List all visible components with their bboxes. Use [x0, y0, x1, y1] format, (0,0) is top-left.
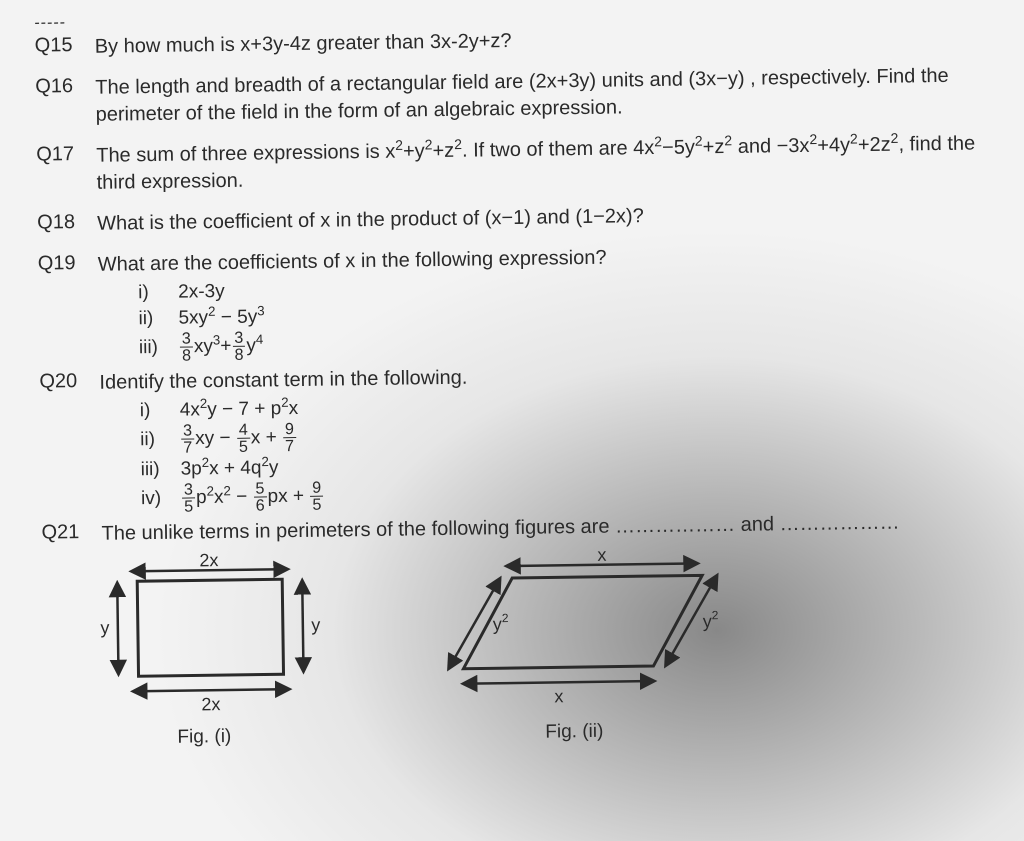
q21-blank2 [774, 511, 900, 535]
q20-iv-f3n: 9 [310, 480, 323, 497]
fig2-left: y2 [493, 611, 509, 634]
q20-ii-f1d: 7 [181, 440, 194, 456]
q20-body: Identify the constant term in the follow… [99, 357, 995, 516]
q20-list: i) 4x2y − 7 + p2x ii) 37xy − 45x + 97 ii… [140, 386, 996, 516]
q20-iv-t2: − [231, 486, 253, 507]
fig1-left: y [100, 617, 109, 637]
q20-iii-a: 3p [180, 458, 201, 479]
q19-iii-f1n: 3 [180, 331, 193, 348]
q20-i-b: y − 7 + p [207, 398, 281, 420]
q21-blank1 [609, 513, 735, 537]
q21-and: and [740, 513, 774, 535]
q20-ii-f2d: 5 [237, 439, 250, 455]
q20-ii-f3d: 7 [283, 438, 296, 454]
q20-ii-n: ii) [140, 427, 180, 453]
q19: Q19 What are the coefficients of x in th… [38, 239, 993, 366]
figures-row: 2x y y 2x Fig. (i) [82, 541, 999, 750]
q21-num: Q21 [41, 520, 101, 544]
q19-iii-m1: xy [194, 336, 213, 357]
fig1-right: y [311, 614, 320, 634]
fig1-svg: 2x y y 2x [82, 550, 324, 723]
q20-iv-f2d: 6 [254, 498, 267, 514]
q20-iv-expr: 35p2x2 − 56px + 95 [181, 480, 325, 515]
q20-iv-f3d: 5 [310, 497, 323, 513]
q20-iv-f1n: 3 [182, 482, 195, 499]
q19-iii-n: iii) [139, 335, 179, 361]
fig2-top: x [597, 544, 606, 564]
q20-num: Q20 [39, 369, 99, 393]
fig1-top: 2x [199, 550, 218, 570]
q19-ii-a: 5xy [178, 307, 208, 328]
q20-i-expr: 4x2y − 7 + p2x [180, 396, 299, 423]
q17-p3: +z [432, 140, 454, 162]
q20-ii-f1n: 3 [181, 423, 194, 440]
fig2-svg: x y2 y2 x [402, 544, 744, 719]
q16: Q16 The length and breadth of a rectangu… [35, 62, 990, 129]
q19-iii-plus: + [220, 336, 231, 357]
q17-p8: +4y [817, 134, 850, 156]
q20: Q20 Identify the constant term in the fo… [39, 357, 995, 517]
q20-ii-expr: 37xy − 45x + 97 [180, 421, 297, 456]
q18: Q18 What is the coefficient of x in the … [37, 198, 991, 238]
q19-body: What are the coefficients of x in the fo… [98, 239, 993, 365]
q20-i-c: x [289, 398, 299, 419]
q18-text: What is the coefficient of x in the prod… [97, 198, 991, 237]
fig2-right: y2 [703, 608, 719, 631]
q17-p6: +z [703, 136, 725, 158]
q20-i-a: 4x [180, 399, 200, 420]
q20-iii-n: iii) [140, 456, 180, 482]
q16-text: The length and breadth of a rectangular … [95, 62, 990, 128]
q19-ii-expr: 5xy2 − 5y3 [178, 304, 264, 331]
q20-iv-n: iv) [141, 485, 181, 511]
q16-num: Q16 [35, 75, 95, 99]
q20-iii-b: x + 4q [209, 457, 262, 479]
q20-ii-f3n: 9 [283, 421, 296, 438]
fig1-wrap: 2x y y 2x Fig. (i) [82, 550, 325, 749]
q20-iv-t1: p [196, 487, 207, 508]
q19-ii-n: ii) [138, 305, 178, 331]
fig1-caption: Fig. (i) [84, 724, 324, 749]
q18-num: Q18 [37, 211, 97, 235]
q20-ii-t2: x + [251, 427, 277, 448]
fig2-caption: Fig. (ii) [404, 718, 744, 745]
q19-iii-f1d: 8 [180, 348, 193, 364]
q20-ii-f2n: 4 [237, 422, 250, 439]
q19-iii-expr: 38xy3+38y4 [179, 330, 264, 364]
q20-iv-f2n: 5 [253, 481, 266, 498]
q17-p1: The sum of three expressions is x [96, 141, 395, 167]
q19-iii-f2d: 8 [232, 347, 245, 363]
q17-p5: −5y [662, 136, 695, 158]
worksheet-page: ----- Q15 By how much is x+3y-4z greater… [0, 0, 1024, 841]
q19-i-n: i) [138, 280, 178, 306]
q20-ii-t1: xy − [195, 428, 231, 449]
q15-num: Q15 [35, 34, 95, 58]
q17-p9: +2z [858, 134, 891, 156]
q19-iii-f2n: 3 [232, 330, 245, 347]
q19-i-expr: 2x-3y [178, 279, 225, 305]
fig1-bottom: 2x [201, 694, 220, 714]
q20-iv-t3: px + [267, 486, 309, 508]
q20-i-n: i) [140, 397, 180, 423]
q21-stem: The unlike terms in perimeters of the fo… [101, 515, 609, 544]
q20-iii-expr: 3p2x + 4q2y [180, 455, 278, 482]
q17-p2: +y [403, 140, 425, 162]
q17-num: Q17 [36, 143, 96, 167]
q17-p4: . If two of them are 4x [462, 137, 655, 162]
q19-iii-m2: y [246, 336, 256, 357]
q19-list: i) 2x-3y ii) 5xy2 − 5y3 iii) 38xy3+38y4 [138, 268, 993, 365]
q20-iii-c: y [269, 457, 279, 478]
q17-text: The sum of three expressions is x2+y2+z2… [96, 130, 991, 196]
q19-num: Q19 [38, 252, 98, 276]
q17: Q17 The sum of three expressions is x2+y… [36, 130, 991, 197]
q20-iv-f1d: 5 [182, 499, 195, 515]
fig2-bottom: x [554, 686, 563, 706]
fig2-wrap: x y2 y2 x Fig. (ii) [402, 544, 745, 745]
q19-ii-b: − 5y [215, 306, 257, 328]
q17-p7: and −3x [732, 135, 810, 158]
